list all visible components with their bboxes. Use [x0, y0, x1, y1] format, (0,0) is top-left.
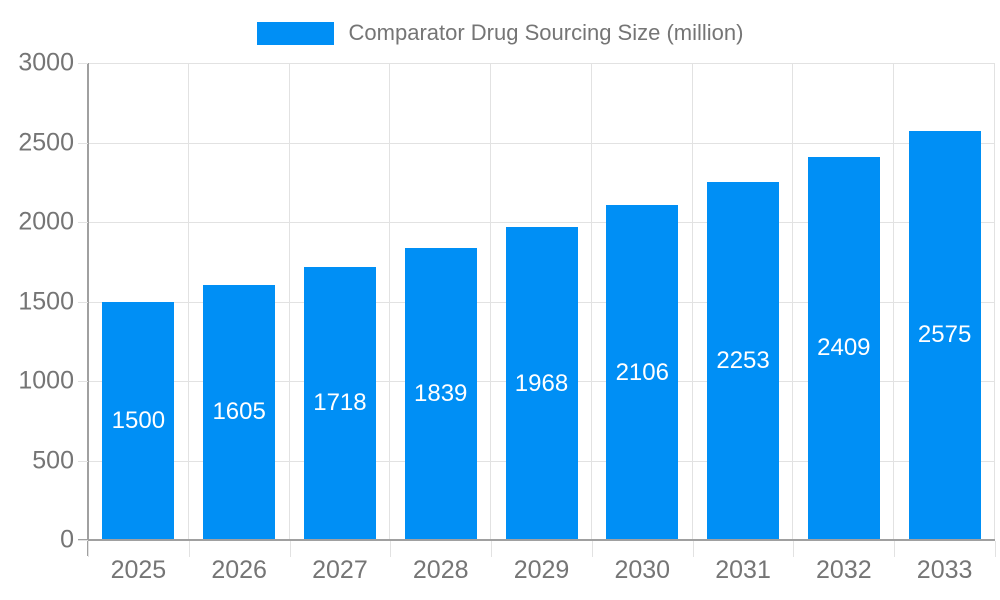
y-axis-line — [87, 63, 89, 556]
legend-swatch — [256, 21, 334, 45]
x-axis-tick-label: 2025 — [110, 556, 167, 584]
bar-2028[interactable]: 1839 — [404, 247, 477, 540]
x-tick-mark — [894, 541, 896, 557]
gridline-v — [389, 63, 391, 540]
bar-2029[interactable]: 1968 — [505, 227, 578, 540]
x-axis-tick-label: 2026 — [211, 556, 267, 584]
gridline-v — [288, 63, 290, 540]
x-tick-mark — [591, 541, 593, 557]
x-axis-line — [78, 539, 995, 541]
y-tick-mark — [78, 460, 88, 462]
gridline-v — [590, 63, 592, 540]
y-tick-mark — [78, 540, 88, 541]
bar-value-label: 1605 — [212, 398, 266, 426]
bar-value-label: 2409 — [817, 334, 871, 362]
bar-2031[interactable]: 2253 — [707, 181, 780, 540]
y-axis-tick-label: 3000 — [18, 48, 74, 77]
y-axis-tick-label: 2500 — [18, 128, 74, 156]
x-tick-mark — [995, 541, 996, 557]
gridline-v — [792, 63, 794, 540]
legend: Comparator Drug Sourcing Size (million) — [0, 20, 1000, 46]
gridline-v — [893, 63, 895, 540]
y-tick-mark — [78, 142, 88, 144]
bar-value-label: 1718 — [313, 389, 367, 417]
bar-2033[interactable]: 2575 — [908, 130, 981, 540]
gridline-h — [88, 142, 995, 144]
y-axis-tick-label: 0 — [60, 525, 74, 554]
bar-2026[interactable]: 1605 — [203, 284, 276, 540]
x-tick-mark — [88, 541, 89, 557]
y-tick-mark — [78, 63, 88, 64]
x-axis-tick-label: 2028 — [412, 556, 469, 584]
y-axis-tick-label: 1500 — [18, 287, 74, 315]
plot-area: 1500 1605 1718 1839 1968 2106 2253 2409 2575 — [88, 63, 995, 540]
x-axis-tick-label: 2031 — [715, 556, 771, 584]
legend-label: Comparator Drug Sourcing Size (million) — [348, 20, 744, 45]
x-tick-mark — [491, 541, 493, 557]
x-tick-mark — [289, 541, 291, 557]
y-axis-tick-label: 500 — [32, 446, 74, 474]
x-axis-tick-label: 2032 — [816, 556, 872, 584]
x-tick-mark — [390, 541, 392, 557]
y-tick-mark — [78, 301, 88, 303]
y-tick-mark — [78, 381, 88, 382]
gridline-h — [88, 222, 995, 223]
gridline-v — [187, 63, 189, 540]
x-axis-tick-label: 2033 — [916, 556, 973, 584]
bar-value-label: 1968 — [514, 369, 569, 397]
gridline-v — [691, 63, 693, 540]
bar-2027[interactable]: 1718 — [303, 266, 376, 540]
x-axis-tick-label: 2027 — [312, 556, 368, 584]
bar-value-label: 1500 — [111, 406, 166, 434]
x-tick-mark — [793, 541, 795, 557]
legend-item[interactable]: Comparator Drug Sourcing Size (million) — [256, 20, 744, 46]
x-tick-mark — [188, 541, 190, 557]
x-axis-tick-label: 2029 — [513, 556, 570, 584]
y-axis-tick-label: 2000 — [18, 207, 74, 236]
gridline-h — [88, 63, 995, 64]
bar-value-label: 2575 — [917, 321, 972, 349]
bar-2025[interactable]: 1500 — [102, 301, 175, 540]
bar-2032[interactable]: 2409 — [807, 156, 880, 540]
x-axis-tick-label: 2030 — [614, 556, 671, 584]
bar-value-label: 2253 — [716, 346, 770, 374]
y-tick-mark — [78, 222, 88, 223]
bar-value-label: 1839 — [414, 379, 468, 407]
x-tick-mark — [692, 541, 694, 557]
bar-value-label: 2106 — [615, 358, 669, 386]
gridline-v — [994, 63, 995, 540]
y-axis-tick-label: 1000 — [18, 366, 74, 395]
gridline-v — [490, 63, 492, 540]
bar-2030[interactable]: 2106 — [606, 205, 679, 540]
